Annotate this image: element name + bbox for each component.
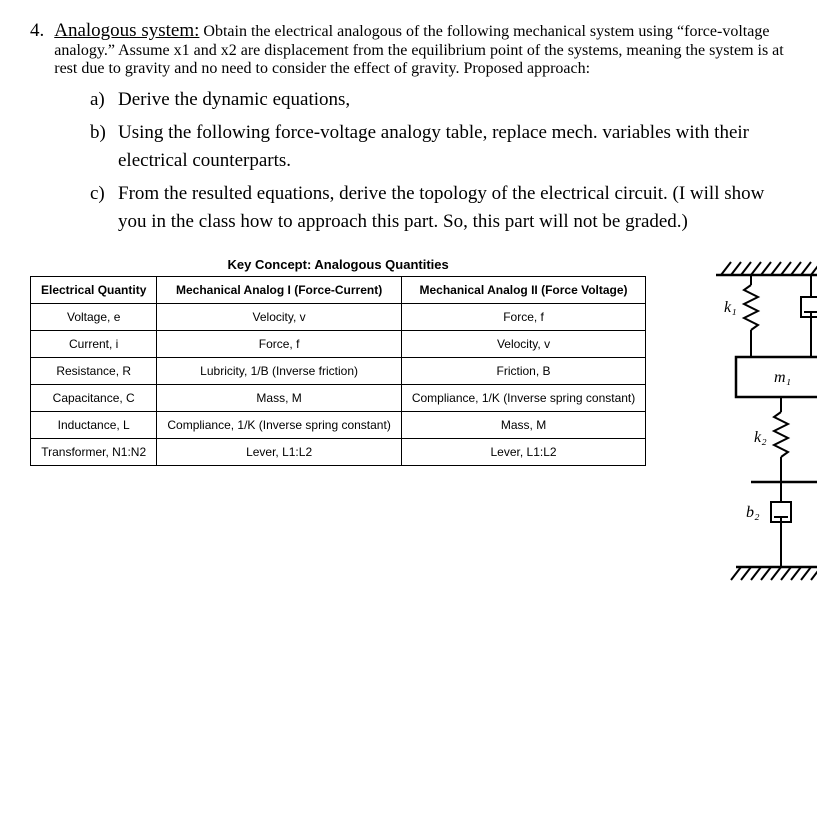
sub-item: b) Using the following force-voltage ana…: [90, 119, 787, 176]
table-cell: Inductance, L: [31, 411, 157, 438]
sub-label-b: b): [90, 119, 118, 176]
table-header: Mechanical Analog II (Force Voltage): [401, 276, 645, 303]
question-header: 4. Analogous system: Obtain the electric…: [30, 20, 787, 78]
label-m1: m₁: [774, 369, 791, 386]
damper-b2: [771, 482, 791, 567]
table-cell: Mass, M: [401, 411, 645, 438]
table-title: Key Concept: Analogous Quantities: [30, 257, 646, 272]
question-title: Analogous system:: [54, 20, 199, 41]
table-cell: Force, f: [401, 303, 645, 330]
table-header: Electrical Quantity: [31, 276, 157, 303]
spring-k1: [744, 275, 758, 357]
table-cell: Transformer, N1:N2: [31, 438, 157, 465]
sub-text-a: Derive the dynamic equations,: [118, 86, 350, 115]
table-cell: Current, i: [31, 330, 157, 357]
ground-hatch: [731, 567, 817, 580]
table-row: Capacitance, C Mass, M Compliance, 1/K (…: [31, 384, 646, 411]
table-row: Resistance, R Lubricity, 1/B (Inverse fr…: [31, 357, 646, 384]
sub-text-c: From the resulted equations, derive the …: [118, 180, 787, 237]
table-row: Current, i Force, f Velocity, v: [31, 330, 646, 357]
sub-label-c: c): [90, 180, 118, 237]
sub-item: a) Derive the dynamic equations,: [90, 86, 787, 115]
table-cell: Velocity, v: [401, 330, 645, 357]
diagram-svg: k₁ b₁ m₁ k₂ x₁ b₂ x₂: [696, 257, 817, 597]
table-header: Mechanical Analog I (Force-Current): [157, 276, 401, 303]
damper-b1: [801, 275, 817, 357]
label-k1: k₁: [724, 299, 737, 316]
table-cell: Mass, M: [157, 384, 401, 411]
sub-item-list: a) Derive the dynamic equations, b) Usin…: [90, 86, 787, 237]
sub-label-a: a): [90, 86, 118, 115]
table-row: Inductance, L Compliance, 1/K (Inverse s…: [31, 411, 646, 438]
table-cell: Capacitance, C: [31, 384, 157, 411]
ceiling-hatch: [716, 262, 817, 275]
sub-text-b: Using the following force-voltage analog…: [118, 119, 787, 176]
table-cell: Lever, L1:L2: [157, 438, 401, 465]
table-cell: Force, f: [157, 330, 401, 357]
table-row: Transformer, N1:N2 Lever, L1:L2 Lever, L…: [31, 438, 646, 465]
mechanical-diagram: k₁ b₁ m₁ k₂ x₁ b₂ x₂: [696, 257, 817, 597]
spring-k2: [774, 397, 788, 482]
content-row: Key Concept: Analogous Quantities Electr…: [30, 257, 787, 597]
sub-item: c) From the resulted equations, derive t…: [90, 180, 787, 237]
label-b2: b₂: [746, 504, 760, 521]
analogy-table-section: Key Concept: Analogous Quantities Electr…: [30, 257, 646, 597]
table-cell: Compliance, 1/K (Inverse spring constant…: [401, 384, 645, 411]
label-k2: k₂: [754, 429, 767, 446]
analogy-table: Electrical Quantity Mechanical Analog I …: [30, 276, 646, 466]
table-cell: Lever, L1:L2: [401, 438, 645, 465]
table-row: Voltage, e Velocity, v Force, f: [31, 303, 646, 330]
table-cell: Lubricity, 1/B (Inverse friction): [157, 357, 401, 384]
table-cell: Friction, B: [401, 357, 645, 384]
table-cell: Resistance, R: [31, 357, 157, 384]
table-cell: Velocity, v: [157, 303, 401, 330]
table-cell: Voltage, e: [31, 303, 157, 330]
table-cell: Compliance, 1/K (Inverse spring constant…: [157, 411, 401, 438]
question-number: 4.: [30, 20, 44, 42]
